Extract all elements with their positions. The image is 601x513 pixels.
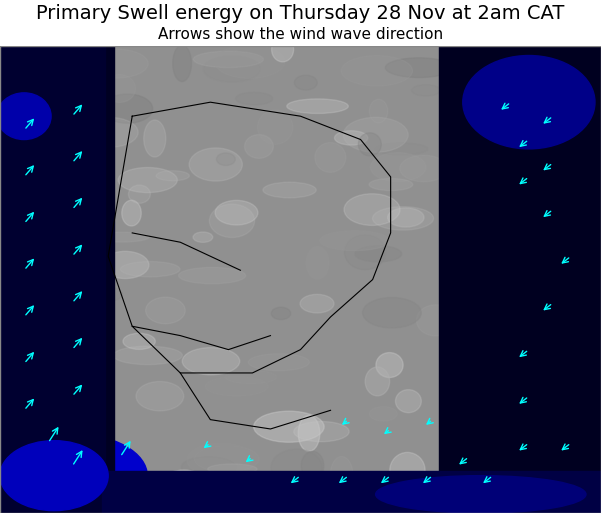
Ellipse shape [194, 445, 259, 472]
Ellipse shape [82, 117, 138, 147]
Bar [108, 46, 439, 513]
Ellipse shape [102, 288, 123, 301]
Ellipse shape [205, 377, 268, 396]
Ellipse shape [376, 352, 403, 378]
Ellipse shape [297, 495, 320, 513]
Ellipse shape [370, 407, 397, 421]
Ellipse shape [94, 232, 149, 242]
Text: Arrows show the wind wave direction: Arrows show the wind wave direction [158, 27, 443, 42]
Ellipse shape [375, 143, 428, 155]
Ellipse shape [300, 294, 334, 313]
Ellipse shape [85, 49, 148, 78]
Ellipse shape [373, 207, 433, 230]
Ellipse shape [248, 354, 310, 371]
Ellipse shape [306, 247, 329, 279]
Ellipse shape [358, 133, 381, 156]
Ellipse shape [369, 179, 413, 190]
Ellipse shape [315, 143, 346, 172]
Ellipse shape [272, 37, 294, 62]
Ellipse shape [257, 110, 293, 144]
Ellipse shape [463, 55, 595, 149]
Ellipse shape [271, 307, 291, 320]
Bar [102, 471, 601, 513]
Ellipse shape [412, 85, 440, 96]
Ellipse shape [225, 370, 276, 384]
Ellipse shape [376, 476, 586, 513]
Ellipse shape [385, 58, 453, 77]
Ellipse shape [294, 75, 317, 90]
Ellipse shape [208, 464, 257, 475]
Text: Primary Swell energy on Thursday 28 Nov at 2am CAT: Primary Swell energy on Thursday 28 Nov … [36, 4, 565, 24]
Ellipse shape [216, 153, 235, 166]
Ellipse shape [0, 93, 51, 140]
Ellipse shape [120, 262, 180, 277]
Ellipse shape [122, 200, 141, 226]
Ellipse shape [177, 484, 228, 507]
Ellipse shape [343, 117, 408, 152]
Ellipse shape [254, 411, 324, 442]
Ellipse shape [129, 185, 150, 203]
Ellipse shape [370, 153, 426, 182]
Ellipse shape [390, 452, 425, 488]
Ellipse shape [287, 99, 349, 113]
Ellipse shape [136, 382, 184, 411]
Ellipse shape [365, 367, 389, 396]
Ellipse shape [123, 333, 155, 349]
Ellipse shape [294, 422, 349, 442]
Ellipse shape [358, 88, 392, 101]
Ellipse shape [271, 449, 322, 486]
Ellipse shape [0, 433, 147, 513]
Ellipse shape [263, 182, 316, 198]
Ellipse shape [156, 171, 189, 181]
Ellipse shape [362, 298, 421, 328]
Ellipse shape [400, 155, 448, 182]
Ellipse shape [145, 297, 185, 324]
Ellipse shape [193, 232, 213, 242]
Ellipse shape [298, 416, 320, 451]
Ellipse shape [178, 267, 246, 284]
Ellipse shape [331, 457, 353, 494]
Ellipse shape [118, 168, 177, 192]
Ellipse shape [187, 443, 255, 477]
Ellipse shape [172, 45, 192, 82]
Ellipse shape [236, 92, 273, 105]
Ellipse shape [113, 346, 182, 365]
Bar [0, 46, 105, 513]
Ellipse shape [189, 148, 242, 181]
Ellipse shape [344, 235, 386, 270]
Ellipse shape [416, 305, 455, 336]
Ellipse shape [344, 194, 400, 225]
FancyBboxPatch shape [0, 46, 114, 513]
Ellipse shape [209, 204, 255, 238]
FancyBboxPatch shape [0, 46, 132, 513]
Ellipse shape [388, 208, 424, 227]
Ellipse shape [182, 457, 236, 478]
Ellipse shape [320, 231, 390, 250]
Ellipse shape [102, 251, 149, 279]
Ellipse shape [0, 441, 108, 510]
Ellipse shape [167, 470, 201, 484]
Ellipse shape [215, 201, 258, 225]
Ellipse shape [215, 45, 285, 78]
Ellipse shape [194, 51, 263, 68]
Ellipse shape [182, 348, 240, 375]
Ellipse shape [301, 451, 324, 480]
Bar [439, 46, 601, 513]
Ellipse shape [144, 120, 166, 157]
Ellipse shape [0, 74, 66, 130]
Ellipse shape [102, 94, 153, 123]
Ellipse shape [103, 74, 136, 103]
Ellipse shape [370, 100, 388, 123]
Ellipse shape [245, 134, 273, 159]
Ellipse shape [203, 56, 261, 82]
Ellipse shape [395, 390, 421, 412]
Ellipse shape [341, 55, 412, 86]
Ellipse shape [355, 246, 401, 262]
Ellipse shape [335, 131, 368, 145]
